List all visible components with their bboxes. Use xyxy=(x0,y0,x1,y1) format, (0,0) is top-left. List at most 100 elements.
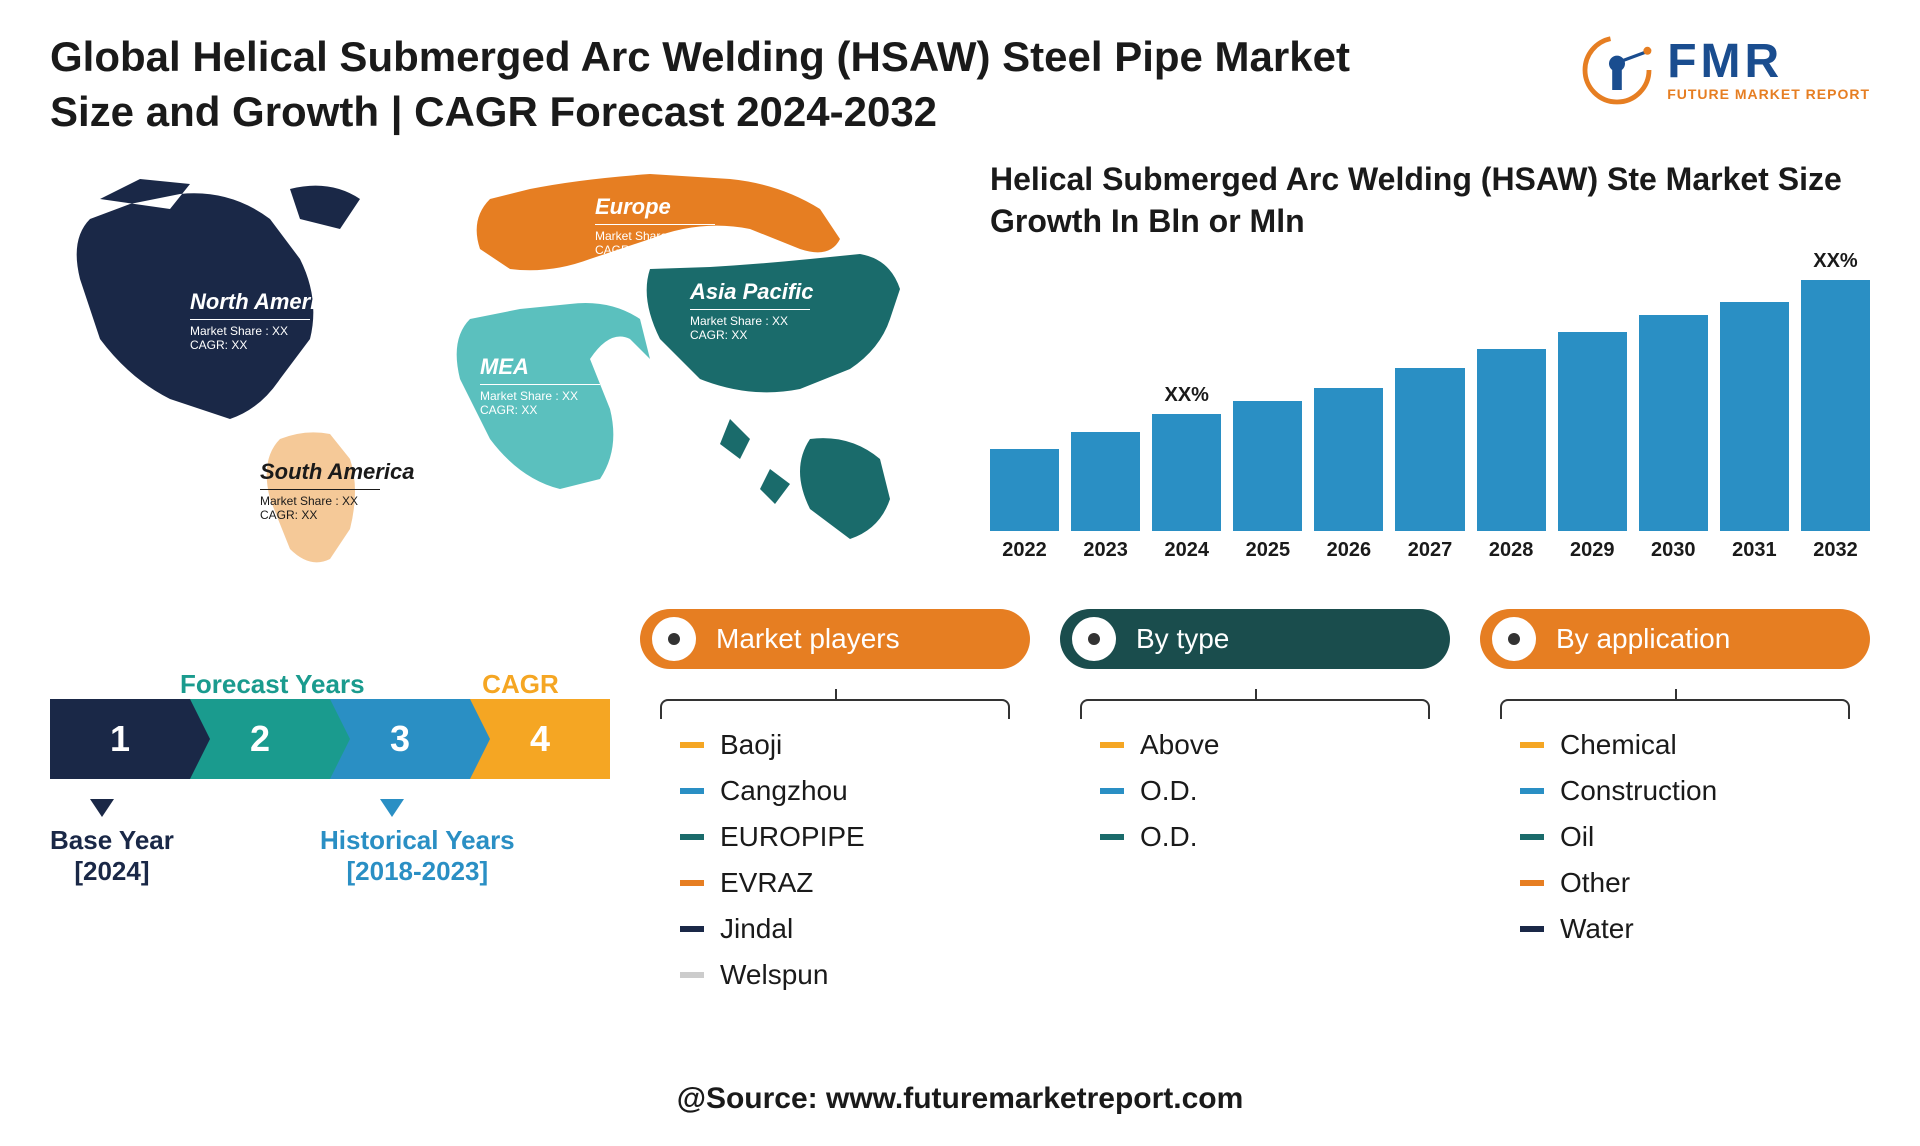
bar xyxy=(990,449,1059,531)
logo-icon xyxy=(1577,30,1657,110)
region-cagr: CAGR: XX xyxy=(480,403,600,417)
category-item: Chemical xyxy=(1520,729,1870,761)
category-item: Cangzhou xyxy=(680,775,1030,807)
item-label: Baoji xyxy=(720,729,782,761)
timeline-segment: 3 xyxy=(330,699,470,779)
category-column: Market players Baoji Cangzhou EUROPIPE E… xyxy=(640,609,1030,1005)
region-share: Market Share : XX xyxy=(260,494,414,508)
base-year-label: Base Year [2024] xyxy=(50,799,174,887)
divider xyxy=(480,384,600,385)
bar-label: 2022 xyxy=(1002,539,1047,562)
bracket-icon xyxy=(660,699,1010,719)
bar xyxy=(1639,315,1708,532)
bar xyxy=(1558,332,1627,531)
bar-annotation: XX% xyxy=(1813,250,1857,281)
timeline: Forecast Years [2024-2032] CAGR XX%% 123… xyxy=(50,609,610,1005)
bar-item: 2023 xyxy=(1071,432,1140,563)
bar-item: 2028 xyxy=(1477,349,1546,562)
bar-item: 2027 xyxy=(1395,368,1464,562)
item-label: Chemical xyxy=(1560,729,1677,761)
bar-item: 2029 xyxy=(1558,332,1627,562)
category-item: O.D. xyxy=(1100,775,1450,807)
category-column: By application Chemical Construction Oil… xyxy=(1480,609,1870,1005)
bar-label: 2028 xyxy=(1489,539,1534,562)
dot-icon xyxy=(1088,633,1100,645)
item-label: Other xyxy=(1560,867,1630,899)
logo-sub: FUTURE MARKET REPORT xyxy=(1667,86,1870,102)
item-label: Jindal xyxy=(720,913,793,945)
region-label: Europe Market Share : XX CAGR: XX xyxy=(595,194,715,257)
bar-label: 2032 xyxy=(1813,539,1858,562)
dot-icon xyxy=(1508,633,1520,645)
category-items: Chemical Construction Oil Other Water xyxy=(1480,729,1870,959)
category-items: Baoji Cangzhou EUROPIPE EVRAZ Jindal Wel… xyxy=(640,729,1030,1005)
hist-range: [2018-2023] xyxy=(320,856,515,887)
category-item: Baoji xyxy=(680,729,1030,761)
base-text: Base Year xyxy=(50,825,174,856)
bar-label: 2029 xyxy=(1570,539,1615,562)
bar-item: 2030 xyxy=(1639,315,1708,563)
timeline-segment: 2 xyxy=(190,699,330,779)
category-title: By type xyxy=(1136,623,1229,655)
category-item: Jindal xyxy=(680,913,1030,945)
tick-icon xyxy=(1520,880,1544,886)
world-map: North America Market Share : XX CAGR: XX… xyxy=(50,159,950,579)
dot-icon xyxy=(668,633,680,645)
bar-annotation: XX% xyxy=(1165,384,1209,415)
bar xyxy=(1477,349,1546,531)
bracket-icon xyxy=(1080,699,1430,719)
tick-icon xyxy=(680,926,704,932)
timeline-segment: 1 xyxy=(50,699,190,779)
region-label: South America Market Share : XX CAGR: XX xyxy=(260,459,414,522)
source-text: @Source: www.futuremarketreport.com xyxy=(0,1082,1920,1116)
divider xyxy=(595,224,715,225)
category-item: Welspun xyxy=(680,959,1030,991)
tick-icon xyxy=(1100,742,1124,748)
chart-title: Helical Submerged Arc Welding (HSAW) Ste… xyxy=(990,159,1870,242)
category-item: Other xyxy=(1520,867,1870,899)
tick-icon xyxy=(1100,788,1124,794)
region-name: South America xyxy=(260,459,414,485)
region-label: MEA Market Share : XX CAGR: XX xyxy=(480,354,600,417)
bar xyxy=(1071,432,1140,532)
arrow-down-icon xyxy=(380,799,404,817)
region-cagr: CAGR: XX xyxy=(595,243,715,257)
tick-icon xyxy=(680,880,704,886)
page-title: Global Helical Submerged Arc Welding (HS… xyxy=(50,30,1350,139)
circle-icon xyxy=(1492,617,1536,661)
category-item: Oil xyxy=(1520,821,1870,853)
base-range: [2024] xyxy=(50,856,174,887)
divider xyxy=(190,319,310,320)
logo-text: FMR FUTURE MARKET REPORT xyxy=(1667,38,1870,102)
circle-icon xyxy=(1072,617,1116,661)
timeline-segment: 4 xyxy=(470,699,610,779)
tick-icon xyxy=(1100,834,1124,840)
timeline-bar: 1234 xyxy=(50,699,610,779)
bars-container: 2022 2023XX% 2024 2025 2026 2027 2028 20… xyxy=(990,262,1870,562)
bar-item: XX% 2032 xyxy=(1801,280,1870,562)
bar-item: 2022 xyxy=(990,449,1059,562)
item-label: Cangzhou xyxy=(720,775,848,807)
bar xyxy=(1395,368,1464,531)
timeline-bottom-labels: Base Year [2024] Historical Years [2018-… xyxy=(50,799,610,919)
region-cagr: CAGR: XX xyxy=(690,328,814,342)
tick-icon xyxy=(680,972,704,978)
cagr-text: CAGR xyxy=(480,669,561,700)
item-label: Welspun xyxy=(720,959,828,991)
circle-icon xyxy=(652,617,696,661)
tick-icon xyxy=(1520,742,1544,748)
region-cagr: CAGR: XX xyxy=(260,508,414,522)
tick-icon xyxy=(1520,926,1544,932)
bar-item: 2025 xyxy=(1233,401,1302,562)
region-name: Europe xyxy=(595,194,715,220)
hist-text: Historical Years xyxy=(320,825,515,856)
bar xyxy=(1233,401,1302,531)
divider xyxy=(690,309,810,310)
region-name: MEA xyxy=(480,354,600,380)
bottom-row: Forecast Years [2024-2032] CAGR XX%% 123… xyxy=(0,579,1920,1005)
category-items: Above O.D. O.D. xyxy=(1060,729,1450,867)
region-label: Asia Pacific Market Share : XX CAGR: XX xyxy=(690,279,814,342)
bar xyxy=(1720,302,1789,532)
region-share: Market Share : XX xyxy=(690,314,814,328)
bar-label: 2027 xyxy=(1408,539,1453,562)
